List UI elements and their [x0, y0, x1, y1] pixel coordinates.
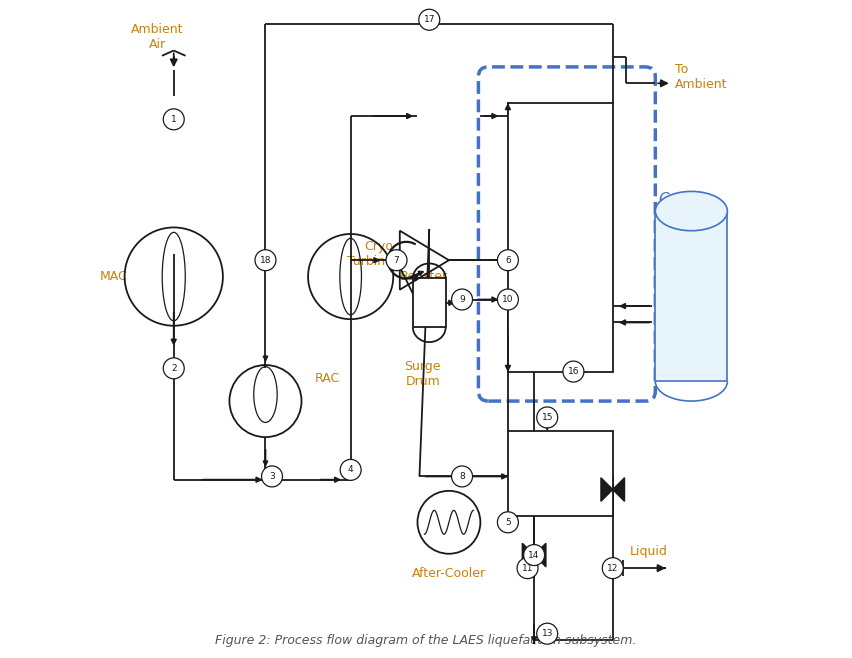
Circle shape [498, 250, 518, 270]
Text: Subcooler: Subcooler [529, 467, 591, 480]
Text: Figure 2: Process flow diagram of the LAES liquefaction subsystem.: Figure 2: Process flow diagram of the LA… [216, 634, 636, 647]
Circle shape [164, 109, 184, 130]
Text: 16: 16 [567, 367, 579, 376]
Text: After-Cooler: After-Cooler [412, 567, 486, 580]
Text: 10: 10 [502, 295, 514, 304]
Text: 2: 2 [171, 364, 176, 373]
Circle shape [452, 466, 473, 487]
Circle shape [340, 459, 361, 480]
Text: 5: 5 [505, 518, 511, 527]
Text: 12: 12 [607, 564, 619, 572]
Circle shape [452, 289, 473, 310]
Text: 15: 15 [542, 413, 553, 422]
Text: 7: 7 [394, 256, 400, 265]
Circle shape [498, 289, 518, 310]
Circle shape [537, 623, 558, 644]
Text: 18: 18 [260, 256, 271, 265]
Text: Cold
Box: Cold Box [658, 191, 692, 224]
Bar [508, 103, 613, 372]
Text: 6: 6 [505, 256, 511, 265]
Text: 1: 1 [171, 115, 176, 124]
Text: MAC: MAC [101, 270, 128, 283]
Circle shape [262, 466, 283, 487]
Circle shape [524, 545, 544, 565]
Ellipse shape [655, 191, 728, 231]
Circle shape [419, 9, 440, 30]
Text: RAC: RAC [314, 372, 340, 385]
Text: 11: 11 [521, 564, 533, 572]
Circle shape [537, 407, 558, 428]
Bar [413, 278, 446, 328]
Text: 9: 9 [459, 295, 465, 304]
Text: Booster: Booster [400, 270, 448, 283]
Text: 4: 4 [348, 465, 354, 474]
Circle shape [255, 250, 276, 270]
Text: High grade
cold
storage
(HGCS): High grade cold storage (HGCS) [659, 266, 724, 327]
Circle shape [517, 558, 538, 578]
Text: Cryo
Turbine: Cryo Turbine [348, 240, 394, 268]
Circle shape [498, 512, 518, 533]
Text: Ambient
Air: Ambient Air [131, 24, 184, 51]
Text: 8: 8 [459, 472, 465, 481]
Bar [508, 430, 613, 516]
Circle shape [164, 358, 184, 379]
Polygon shape [601, 478, 625, 501]
Text: Liquid: Liquid [630, 545, 668, 558]
Text: 17: 17 [423, 15, 435, 24]
Text: From
HGCS: From HGCS [655, 299, 688, 320]
Polygon shape [522, 544, 546, 567]
Circle shape [563, 361, 584, 382]
Text: Main
Heat
Exchanger: Main Heat Exchanger [523, 212, 597, 263]
Text: 14: 14 [528, 551, 540, 559]
Text: Surge
Drum: Surge Drum [405, 360, 441, 388]
Text: 3: 3 [269, 472, 275, 481]
Bar [655, 211, 728, 382]
Text: To
Ambient: To Ambient [675, 63, 728, 91]
Circle shape [386, 250, 407, 270]
Circle shape [602, 558, 623, 578]
Text: 13: 13 [542, 629, 553, 638]
